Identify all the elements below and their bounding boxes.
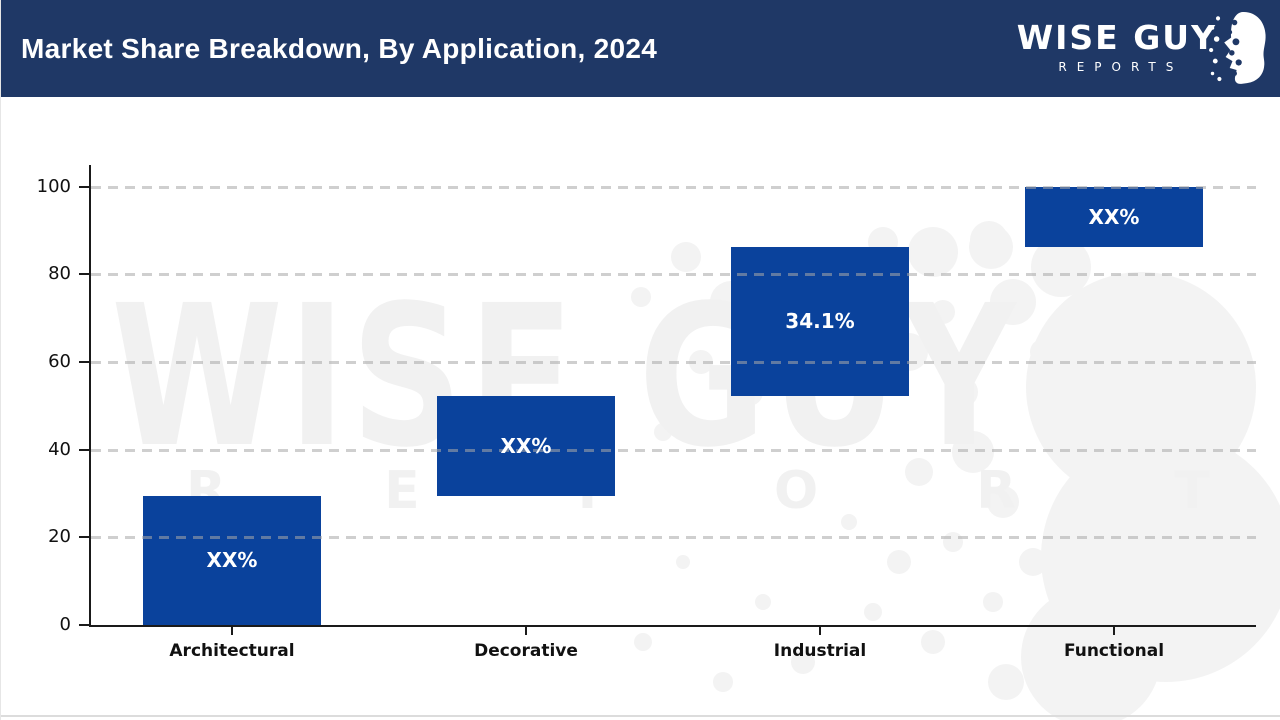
x-axis-tick	[819, 627, 821, 635]
bottom-divider	[1, 715, 1280, 717]
y-axis-tick	[79, 624, 89, 626]
logo-name: WISE GUY	[1016, 18, 1217, 57]
x-axis-tick	[1113, 627, 1115, 635]
bar-industrial: 34.1%	[731, 246, 909, 397]
bar-value-label: XX%	[206, 548, 258, 573]
y-axis-tick	[79, 273, 89, 276]
gridline-60	[91, 360, 1256, 364]
gridline-20	[91, 536, 1256, 540]
x-category-label: Industrial	[773, 641, 867, 661]
bar-value-label: XX%	[1088, 204, 1140, 229]
y-axis-tick	[79, 360, 89, 363]
header-bar: Market Share Breakdown, By Application, …	[1, 0, 1280, 97]
head-profile-icon	[1209, 12, 1266, 84]
y-axis-tick	[79, 536, 89, 539]
x-axis-tick	[525, 627, 527, 635]
y-tick-label: 80	[48, 263, 71, 285]
wise-guy-logo: WISE GUY REPORTS	[1017, 8, 1269, 86]
bar-architectural: XX%	[143, 495, 321, 625]
bar-functional: XX%	[1025, 186, 1203, 247]
logo-tagline: REPORTS	[1058, 60, 1184, 74]
bar-value-label: XX%	[500, 433, 552, 458]
logo-text: WISE GUY REPORTS	[1017, 18, 1217, 74]
gridline-40	[91, 448, 1256, 452]
y-axis-tick	[79, 185, 89, 188]
y-tick-label: 60	[48, 350, 71, 372]
watermark-tagline: R E P O R T S	[186, 461, 1280, 521]
plot-area: 0 20 40 60 80 100 XX% Architectural XX% Decorativ…	[37, 165, 1256, 661]
bar-value-label: 34.1%	[785, 309, 855, 334]
y-axis-tick	[79, 448, 89, 451]
gridline-100	[91, 185, 1256, 189]
page-title: Market Share Breakdown, By Application, …	[21, 33, 658, 64]
gridline-80	[91, 273, 1256, 277]
chart-area: WISE GUY R E P O R T S 020406080100XX%Ar…	[1, 97, 1280, 720]
y-tick-label: 20	[48, 526, 71, 548]
y-tick-label: 0	[59, 614, 71, 635]
x-category-label: Architectural	[169, 641, 295, 661]
y-tick-label: 100	[36, 175, 71, 197]
x-category-label: Functional	[1063, 641, 1165, 661]
x-category-label: Decorative	[474, 641, 578, 661]
bar-decorative: XX%	[437, 396, 615, 496]
y-tick-label: 40	[48, 438, 71, 460]
x-axis-tick	[231, 627, 233, 635]
